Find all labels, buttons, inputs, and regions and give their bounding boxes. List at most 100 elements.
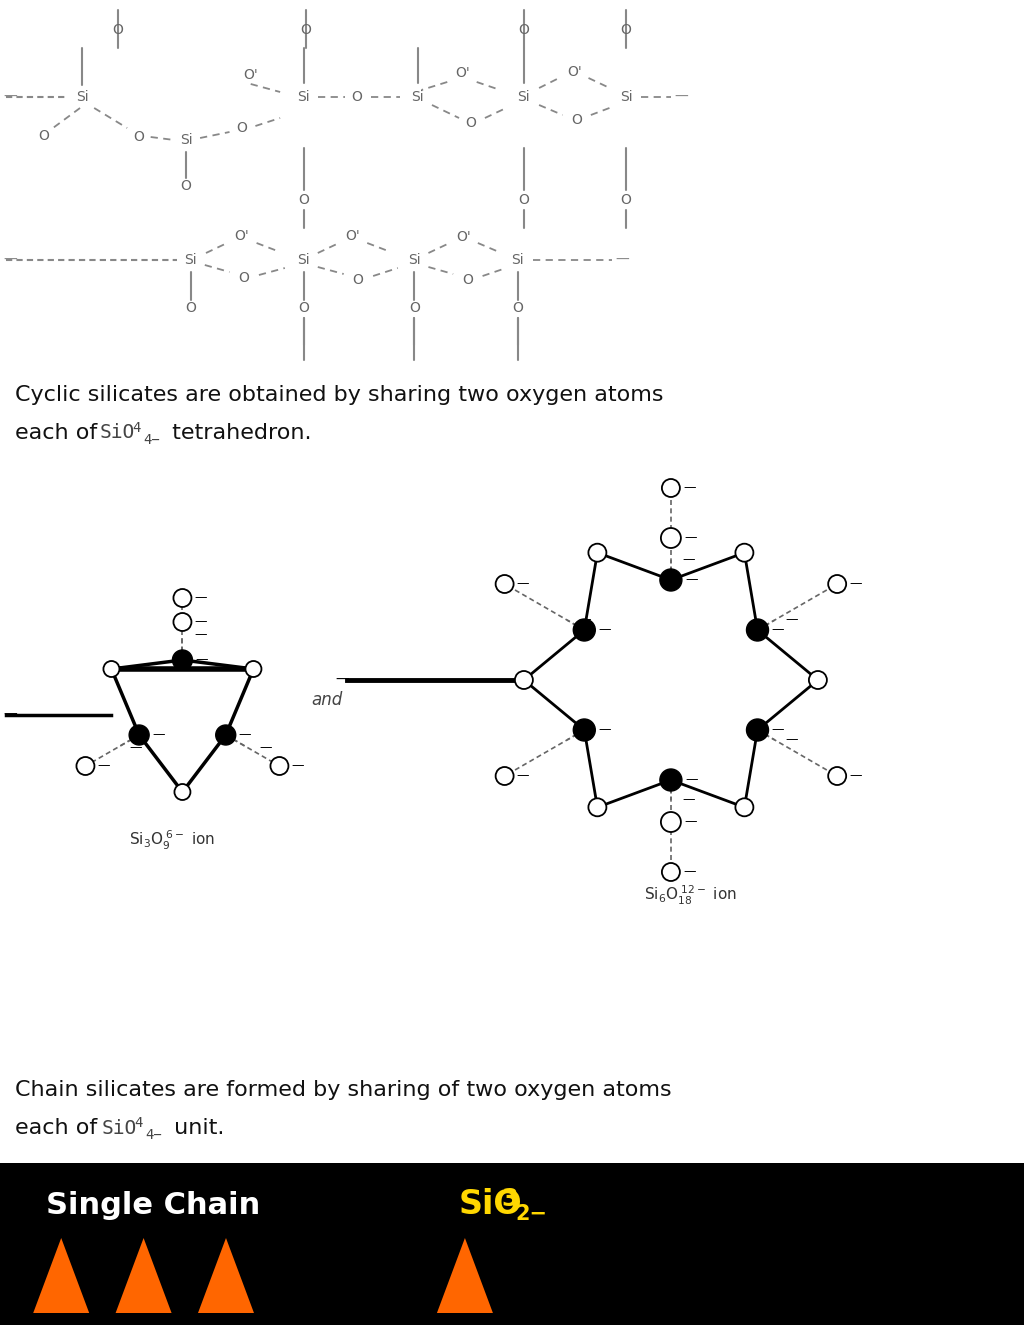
- Text: $\mathregular{Si_6O_{18}^{\ 12-}}$ ion: $\mathregular{Si_6O_{18}^{\ 12-}}$ ion: [644, 884, 737, 906]
- Circle shape: [129, 725, 150, 745]
- Text: —: —: [3, 90, 17, 103]
- Text: 3: 3: [501, 1187, 517, 1211]
- Text: O': O': [567, 65, 582, 79]
- Text: —: —: [771, 723, 784, 737]
- Text: —: —: [195, 616, 207, 628]
- Text: Si: Si: [517, 90, 530, 103]
- Text: O: O: [38, 129, 49, 143]
- Text: —: —: [578, 734, 591, 746]
- Circle shape: [659, 568, 682, 591]
- Text: —: —: [129, 741, 142, 754]
- Text: —: —: [684, 531, 696, 545]
- Text: —: —: [615, 253, 630, 268]
- Text: Si: Si: [179, 132, 193, 147]
- Text: 4: 4: [134, 1116, 142, 1130]
- Text: —: —: [682, 794, 694, 807]
- Circle shape: [660, 812, 681, 832]
- Text: —: —: [683, 865, 695, 878]
- Text: —: —: [153, 729, 165, 742]
- Circle shape: [103, 661, 120, 677]
- Text: 2−: 2−: [515, 1204, 547, 1224]
- Text: O: O: [571, 113, 583, 127]
- Circle shape: [589, 543, 606, 562]
- Text: —: —: [292, 759, 304, 772]
- Text: tetrahedron.: tetrahedron.: [165, 423, 311, 443]
- Text: —: —: [578, 613, 591, 627]
- Text: SiO: SiO: [102, 1118, 137, 1137]
- Circle shape: [746, 619, 768, 641]
- Polygon shape: [116, 1238, 172, 1313]
- Text: Si: Si: [297, 90, 310, 103]
- Circle shape: [173, 613, 191, 631]
- Text: O': O': [457, 231, 471, 244]
- Text: O: O: [352, 273, 364, 288]
- Text: O: O: [409, 301, 420, 315]
- Polygon shape: [198, 1238, 254, 1313]
- Text: —: —: [259, 741, 272, 754]
- Circle shape: [735, 543, 754, 562]
- Circle shape: [828, 575, 846, 594]
- Text: O: O: [621, 193, 632, 207]
- Circle shape: [216, 725, 236, 745]
- Text: —: —: [683, 481, 695, 494]
- Text: —: —: [785, 613, 799, 627]
- Circle shape: [496, 575, 514, 594]
- Polygon shape: [437, 1238, 493, 1313]
- Text: —: —: [685, 774, 697, 787]
- Text: O: O: [518, 23, 529, 37]
- Text: O': O': [244, 68, 258, 82]
- Text: —: —: [239, 729, 251, 742]
- Text: —: —: [195, 591, 207, 604]
- Text: Si: Si: [184, 253, 197, 268]
- Circle shape: [662, 863, 680, 881]
- Text: —: —: [849, 770, 861, 783]
- Circle shape: [246, 661, 261, 677]
- Text: 4−: 4−: [145, 1128, 162, 1142]
- Text: O: O: [185, 301, 197, 315]
- Text: —: —: [684, 815, 696, 828]
- Text: O: O: [298, 193, 309, 207]
- Bar: [0, 1163, 1024, 1325]
- Text: O: O: [621, 23, 632, 37]
- Circle shape: [589, 798, 606, 816]
- Polygon shape: [33, 1238, 89, 1313]
- Text: Si: Si: [412, 90, 424, 103]
- Circle shape: [270, 757, 289, 775]
- Circle shape: [735, 798, 754, 816]
- Text: 4: 4: [132, 421, 140, 435]
- Text: 4−: 4−: [143, 433, 160, 447]
- Text: unit.: unit.: [167, 1118, 224, 1138]
- Circle shape: [746, 719, 768, 741]
- Text: O': O': [233, 229, 249, 242]
- Text: O': O': [456, 66, 470, 80]
- Text: O: O: [133, 130, 144, 144]
- Text: O: O: [236, 121, 247, 135]
- Text: Chain silicates are formed by sharing of two oxygen atoms: Chain silicates are formed by sharing of…: [15, 1080, 672, 1100]
- Circle shape: [660, 527, 681, 549]
- Text: —: —: [682, 554, 694, 567]
- Circle shape: [77, 757, 94, 775]
- Text: —: —: [771, 624, 784, 636]
- Text: $\mathregular{Si_3O_9^{\ 6-}}$ ion: $\mathregular{Si_3O_9^{\ 6-}}$ ion: [129, 828, 215, 852]
- Text: O: O: [465, 117, 476, 130]
- Text: Si: Si: [512, 253, 524, 268]
- Text: —: —: [3, 708, 17, 722]
- Text: —: —: [97, 759, 110, 772]
- Circle shape: [573, 619, 595, 641]
- Text: —: —: [196, 653, 208, 666]
- Text: —: —: [849, 578, 861, 591]
- Text: —: —: [517, 770, 529, 783]
- Circle shape: [659, 768, 682, 791]
- Text: Si: Si: [620, 90, 633, 103]
- Text: —: —: [685, 574, 697, 587]
- Text: —: —: [195, 628, 207, 641]
- Text: each of: each of: [15, 423, 104, 443]
- Text: O: O: [113, 23, 123, 37]
- Text: O: O: [518, 193, 529, 207]
- Text: SiO: SiO: [100, 424, 135, 443]
- Text: Si: Si: [297, 253, 310, 268]
- Text: —: —: [517, 578, 529, 591]
- Text: —: —: [3, 253, 17, 268]
- Circle shape: [174, 784, 190, 800]
- Text: each of: each of: [15, 1118, 104, 1138]
